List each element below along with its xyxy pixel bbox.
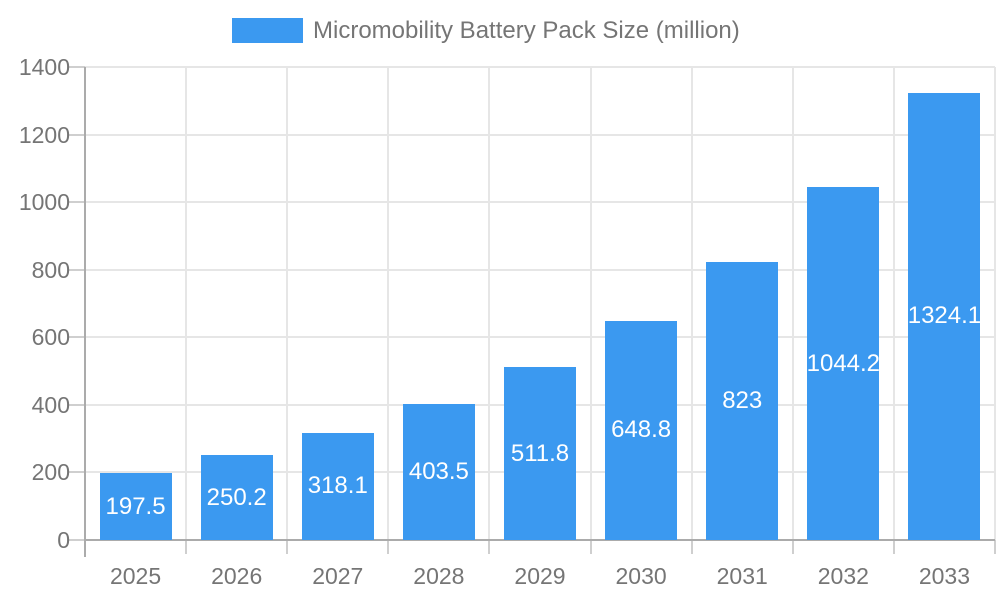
bar-2033[interactable] <box>908 92 981 540</box>
x-tick-label: 2031 <box>716 563 768 589</box>
gridline-horizontal <box>85 201 995 204</box>
y-axis-line <box>84 67 86 557</box>
y-tick-label: 0 <box>57 527 70 553</box>
x-tick-label: 2029 <box>514 563 566 589</box>
x-tick-label: 2028 <box>413 563 465 589</box>
y-tick-mark <box>69 201 85 204</box>
y-tick-label: 400 <box>31 391 70 418</box>
bar-value-label: 250.2 <box>206 483 267 511</box>
bar-value-label: 318.1 <box>307 472 368 500</box>
gridline-horizontal <box>85 268 995 271</box>
bar-value-label: 197.5 <box>105 492 166 520</box>
gridline-vertical <box>892 67 895 540</box>
bar-value-label: 511.8 <box>510 439 570 467</box>
y-tick-mark <box>69 66 85 68</box>
bar-value-label: 403.5 <box>408 457 469 485</box>
gridline-horizontal <box>85 336 995 339</box>
x-axis-line <box>85 539 995 541</box>
x-tick-mark <box>488 540 491 554</box>
bar-2031[interactable] <box>706 261 779 540</box>
x-tick-label: 2032 <box>817 563 869 589</box>
bar-2029[interactable] <box>504 367 576 540</box>
bar-2030[interactable] <box>605 320 678 540</box>
gridline-vertical <box>589 67 592 540</box>
gridline-horizontal <box>85 66 995 68</box>
y-tick-mark <box>69 539 85 541</box>
y-tick-label: 600 <box>31 324 70 351</box>
x-tick-label: 2033 <box>918 563 971 589</box>
x-tick-label: 2026 <box>211 563 263 589</box>
legend-label: Micromobility Battery Pack Size (million… <box>313 16 740 44</box>
y-tick-label: 200 <box>31 459 70 486</box>
gridline-vertical <box>690 67 693 540</box>
gridline-vertical <box>791 67 794 540</box>
y-tick-mark <box>69 336 85 339</box>
y-tick-label: 1200 <box>18 121 70 148</box>
gridline-vertical <box>286 67 289 540</box>
bar-value-label: 648.8 <box>611 416 672 444</box>
y-tick-label: 1000 <box>18 189 70 216</box>
gridline-vertical <box>488 67 491 540</box>
chart-legend[interactable]: Micromobility Battery Pack Size (million… <box>232 16 740 44</box>
x-tick-label: 2027 <box>312 563 364 589</box>
y-tick-mark <box>69 133 85 136</box>
x-tick-mark <box>589 540 592 554</box>
bar-2028[interactable] <box>402 403 475 540</box>
x-tick-mark <box>791 540 794 554</box>
bar-2032[interactable] <box>807 187 880 540</box>
y-tick-mark <box>69 268 85 271</box>
gridline-horizontal <box>85 133 995 136</box>
x-tick-mark <box>286 540 289 554</box>
bar-2026[interactable] <box>200 455 273 540</box>
bar-value-label: 1044.2 <box>806 349 881 377</box>
y-tick-mark <box>69 471 85 474</box>
x-tick-mark <box>690 540 693 554</box>
y-tick-label: 800 <box>31 256 70 283</box>
x-tick-label: 2025 <box>109 563 162 589</box>
x-tick-mark <box>994 540 996 554</box>
x-tick-mark <box>185 540 188 554</box>
bar-2027[interactable] <box>301 432 374 540</box>
y-tick-mark <box>69 403 85 406</box>
gridline-vertical <box>185 67 188 540</box>
bar-value-label: 1324.1 <box>907 302 982 330</box>
bar-2025[interactable] <box>99 473 172 540</box>
x-tick-label: 2030 <box>615 563 667 589</box>
gridline-vertical <box>994 67 996 540</box>
gridline-vertical <box>387 67 390 540</box>
x-tick-mark <box>892 540 895 554</box>
bar-value-label: 823 <box>722 386 763 414</box>
x-tick-mark <box>387 540 390 554</box>
legend-swatch <box>232 18 303 43</box>
y-tick-label: 1400 <box>18 54 70 80</box>
